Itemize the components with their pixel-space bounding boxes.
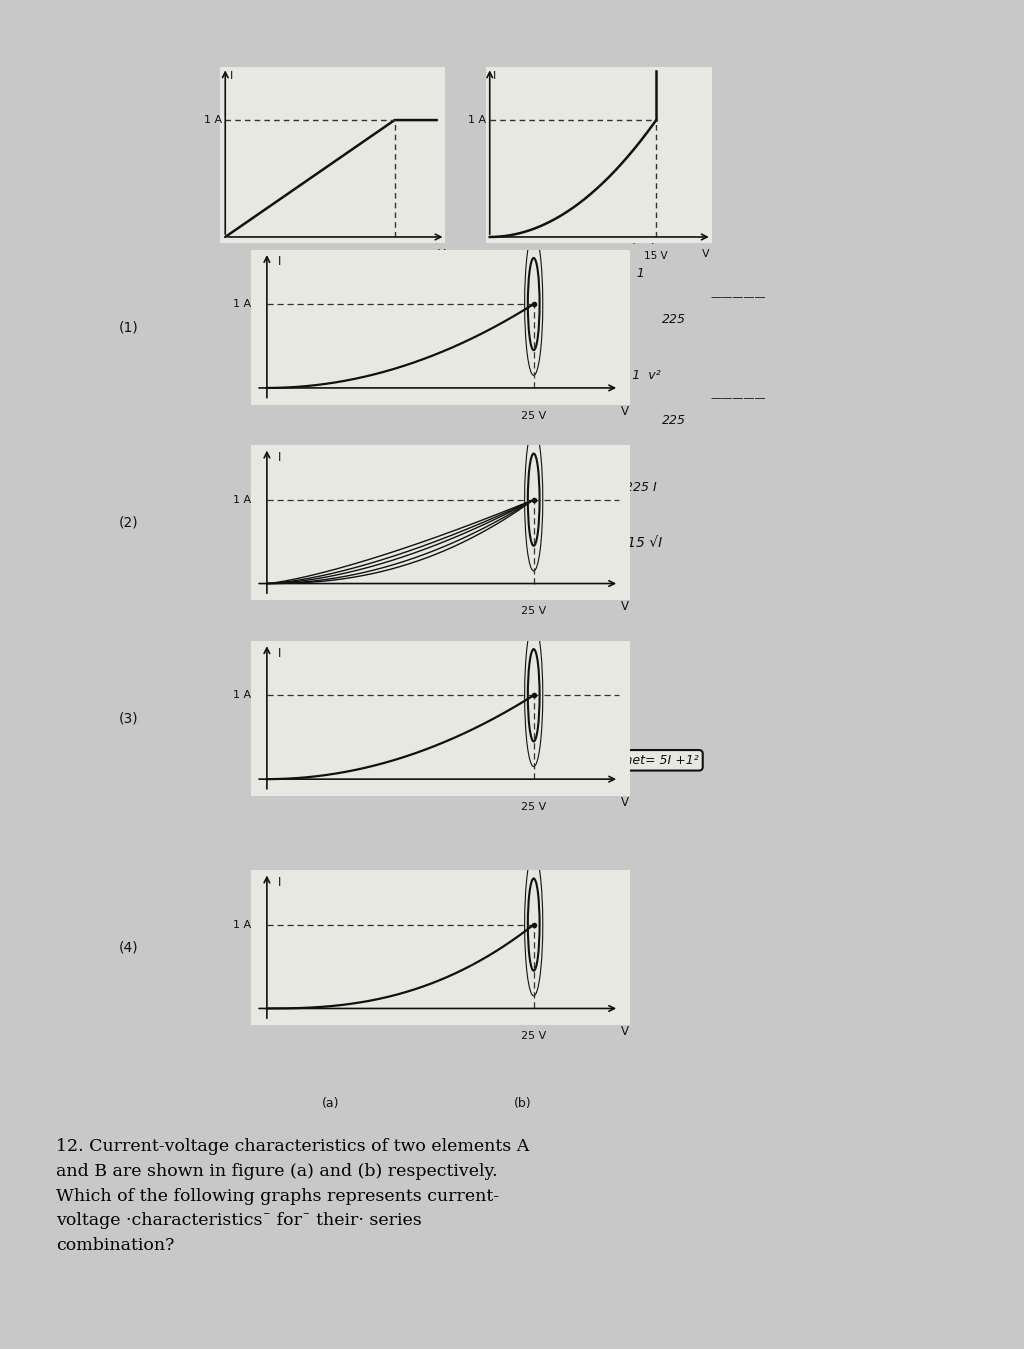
Text: 25 V: 25 V (521, 1031, 547, 1041)
Text: (1): (1) (119, 320, 138, 335)
Text: I: I (230, 71, 233, 81)
Text: V: V (621, 405, 629, 418)
Text: 225: 225 (662, 414, 685, 426)
Text: 15 V: 15 V (644, 251, 668, 260)
Text: K =  1: K = 1 (606, 267, 656, 281)
Text: (4): (4) (119, 940, 138, 955)
Text: I =  1  v²: I = 1 v² (606, 370, 660, 382)
Text: 1 A: 1 A (232, 920, 251, 929)
Text: I: I (278, 646, 281, 660)
Text: 25 V: 25 V (521, 606, 547, 616)
Text: I: I (278, 255, 281, 268)
Text: 5Ω: 5Ω (350, 88, 374, 105)
Text: 1 A: 1 A (232, 495, 251, 505)
Text: (3): (3) (119, 711, 138, 726)
Text: V=225 I: V=225 I (606, 480, 656, 494)
Text: Vnet= 5I +1²: Vnet= 5I +1² (616, 754, 699, 766)
Text: V: V (702, 248, 710, 259)
Text: —————: ————— (711, 293, 766, 302)
Text: V=15 √I: V=15 √I (606, 536, 663, 550)
Text: 225: 225 (662, 313, 685, 326)
Text: I: I (278, 876, 281, 889)
Text: 1 A: 1 A (232, 691, 251, 700)
Text: (2): (2) (119, 515, 138, 530)
Text: 25 V: 25 V (521, 410, 547, 421)
Text: 1 A: 1 A (232, 299, 251, 309)
Text: 1=K(15)²: 1=K(15)² (606, 232, 664, 246)
Text: V: V (438, 248, 445, 259)
Text: (a): (a) (322, 1097, 340, 1110)
Text: 12. Current-voltage characteristics of two elements A
and B are shown in figure : 12. Current-voltage characteristics of t… (56, 1139, 529, 1255)
Text: 10 V: 10 V (383, 251, 407, 260)
Text: 1 A: 1 A (204, 115, 222, 125)
Text: —————: ————— (711, 393, 766, 403)
Text: I: I (494, 71, 497, 81)
Text: 1 A: 1 A (468, 115, 486, 125)
Text: V: V (621, 600, 629, 614)
Text: I: I (278, 451, 281, 464)
Text: y=kx²: y=kx² (606, 194, 647, 209)
Text: V: V (621, 796, 629, 809)
Text: 25 V: 25 V (521, 801, 547, 812)
Text: V: V (621, 1025, 629, 1039)
Text: (b): (b) (513, 1097, 531, 1110)
